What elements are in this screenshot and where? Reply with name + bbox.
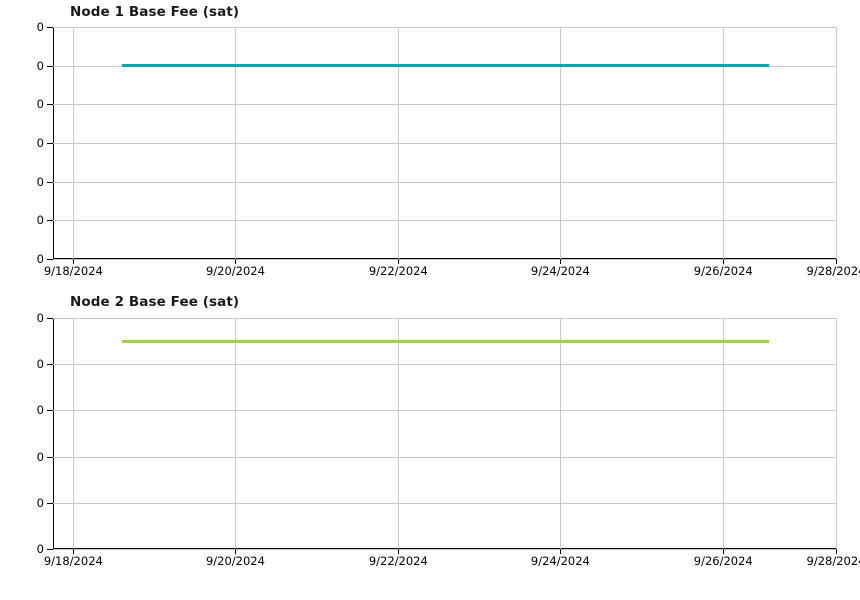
y-axis-tick-mark: [47, 318, 53, 319]
y-axis-tick-mark: [47, 143, 53, 144]
x-axis-tick-label: 9/26/2024: [693, 264, 753, 278]
gridline-vertical: [73, 318, 75, 549]
x-axis-tick-mark: [73, 549, 75, 554]
gridline-horizontal: [53, 220, 836, 222]
x-axis-tick-mark: [836, 549, 837, 554]
y-axis-tick-mark: [47, 181, 53, 183]
y-axis-tick-mark: [47, 259, 53, 260]
series-line: [121, 64, 770, 68]
x-axis-tick-mark: [560, 259, 562, 264]
y-axis-tick-mark: [47, 220, 53, 222]
gridline-vertical: [836, 27, 837, 259]
x-axis-tick-label: 9/20/2024: [205, 264, 265, 278]
y-axis-tick-label: 0: [36, 357, 44, 372]
x-axis-tick-label: 9/28/2024: [806, 554, 860, 568]
y-axis-tick-label: 0: [36, 20, 44, 34]
x-axis-tick-mark: [398, 259, 400, 264]
y-axis-line: [53, 318, 54, 549]
x-axis-tick-label: 9/20/2024: [205, 554, 265, 568]
gridline-vertical: [723, 27, 725, 259]
y-axis-tick-mark: [47, 364, 53, 366]
x-axis-tick-mark: [723, 259, 725, 264]
y-axis-tick-label: 0: [36, 403, 44, 418]
gridline-vertical: [723, 318, 725, 549]
y-axis-tick-label: 0: [36, 495, 44, 510]
y-axis-tick-mark: [47, 65, 53, 67]
x-axis-tick-mark: [560, 549, 562, 554]
x-axis-tick-mark: [235, 549, 237, 554]
x-axis-line: [53, 548, 836, 549]
x-axis-tick-label: 9/26/2024: [693, 554, 753, 568]
y-axis-tick-label: 0: [36, 449, 44, 464]
x-axis-line: [53, 258, 836, 259]
x-axis-tick-label: 9/18/2024: [43, 554, 103, 568]
plot-area-node-2: 0 0 0 0 0 0 9/18/2024 9/20/2024 9/22/2024 9/24/20…: [37, 311, 860, 568]
gridline-horizontal: [53, 181, 836, 183]
x-axis-tick-label: 9/22/2024: [368, 264, 428, 278]
x-axis-tick-label: 9/24/2024: [530, 264, 590, 278]
y-axis-tick-label: 0: [36, 58, 44, 73]
y-axis-tick-mark: [47, 104, 53, 106]
gridline-horizontal: [53, 456, 836, 458]
gridline-horizontal: [53, 410, 836, 412]
gridline-vertical: [235, 318, 237, 549]
x-axis-tick-mark: [723, 549, 725, 554]
x-axis-tick-label: 9/28/2024: [806, 264, 860, 278]
y-axis-tick-mark: [47, 549, 53, 550]
y-axis-tick-mark: [47, 410, 53, 412]
x-axis-tick-label: 9/18/2024: [43, 264, 103, 278]
y-axis-tick-label: 0: [36, 311, 44, 325]
y-axis-tick-mark: [47, 502, 53, 504]
chart-title-node-2: Node 2 Base Fee (sat): [70, 294, 240, 310]
gridline-vertical: [398, 318, 400, 549]
gridline-horizontal: [53, 318, 836, 319]
plot-area-node-1: 0 0 0 0 0 0 0 9/18/2024 9/20/2024 9/22/2024 9/24/2…: [37, 20, 860, 278]
chart-title-node-1: Node 1 Base Fee (sat): [70, 4, 240, 20]
gridline-horizontal: [53, 143, 836, 144]
gridline-horizontal: [53, 259, 836, 260]
y-axis-tick-label: 0: [36, 252, 44, 266]
gridline-vertical: [836, 318, 837, 549]
y-axis-tick-mark: [47, 456, 53, 458]
x-axis-tick-mark: [235, 259, 237, 264]
gridline-vertical: [398, 27, 400, 259]
chart-panel-node-2: Node 2 Base Fee (sat) 0 0 0 0 0 0 9/18/2024 9/2…: [0, 292, 860, 600]
gridline-horizontal: [53, 364, 836, 366]
gridline-horizontal: [53, 27, 836, 28]
x-axis-tick-mark: [398, 549, 400, 554]
x-axis-tick-mark: [836, 259, 837, 264]
gridline-vertical: [235, 27, 237, 259]
gridline-horizontal: [53, 104, 836, 106]
y-axis-tick-label: 0: [36, 174, 44, 189]
gridline-vertical: [560, 318, 562, 549]
x-axis-tick-label: 9/22/2024: [368, 554, 428, 568]
y-axis-tick-label: 0: [36, 136, 44, 150]
y-axis-tick-label: 0: [36, 97, 44, 112]
y-axis-tick-label: 0: [36, 213, 44, 228]
gridline-vertical: [73, 27, 75, 259]
y-axis-tick-label: 0: [36, 542, 44, 556]
x-axis-tick-mark: [73, 259, 75, 264]
gridline-horizontal: [53, 502, 836, 504]
chart-panel-node-1: Node 1 Base Fee (sat) 0 0 0 0 0 0 0 9/18/2024 9/…: [0, 0, 860, 292]
gridline-vertical: [560, 27, 562, 259]
gridline-horizontal: [53, 549, 836, 550]
y-axis-tick-mark: [47, 27, 53, 28]
x-axis-tick-label: 9/24/2024: [530, 554, 590, 568]
series-line: [121, 339, 770, 343]
